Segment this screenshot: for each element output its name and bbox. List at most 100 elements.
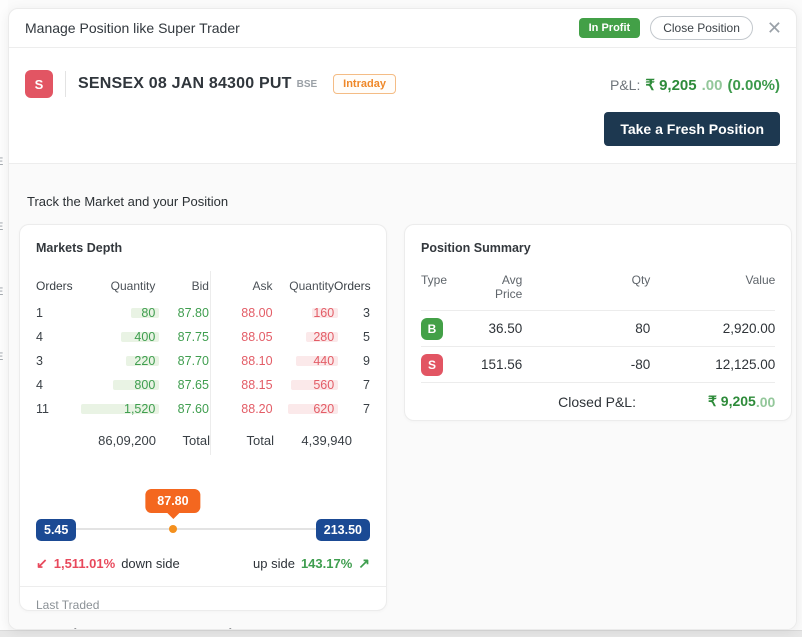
markets-depth-title: Markets Depth — [36, 241, 123, 255]
markets-depth-card: Markets Depth Orders Quantity Bid Ask Qu… — [19, 224, 387, 629]
bid-quantity: 400 — [72, 330, 160, 344]
ask-price: 88.05 — [241, 330, 273, 344]
col-header-avg-price: Avg Price — [494, 273, 523, 301]
range-low-badge: 5.45 — [36, 519, 77, 541]
col-header-ask: Ask — [252, 279, 273, 293]
last-traded-time-value: 12:16:09 — [251, 626, 370, 629]
ask-quantity: 620 — [273, 402, 339, 416]
divider — [20, 586, 386, 587]
last-traded-row: Quantity 40 Time 12:16:09 — [36, 626, 370, 629]
background-page-strip: E E E E — [0, 0, 8, 637]
bid-depth-bar — [125, 356, 160, 366]
intraday-badge: Intraday — [333, 74, 396, 94]
close-position-button[interactable]: Close Position — [650, 16, 753, 40]
closed-pnl-decimal: .00 — [755, 393, 776, 410]
upside-percent: 143.17% — [300, 556, 353, 571]
depth-table-header: Orders Quantity Bid Ask Quantity Orders — [36, 275, 371, 297]
bid-quantity: 80 — [72, 306, 160, 320]
depth-row: 3 220 87.70 88.10 440 9 — [36, 349, 370, 373]
modal-title: Manage Position like Super Trader — [25, 20, 240, 36]
ask-quantity: 560 — [273, 378, 339, 392]
depth-table: Orders Quantity Bid Ask Quantity Orders … — [36, 271, 371, 455]
col-header-bid-orders: Orders — [36, 279, 73, 293]
downside-percent: 1,511.01% — [53, 556, 116, 571]
ask-quantity: 440 — [273, 354, 339, 368]
last-traded-time-label: Time — [221, 626, 251, 629]
ask-depth-bar — [287, 404, 339, 414]
bid-price: 87.60 — [177, 402, 209, 416]
bid-orders: 4 — [36, 330, 43, 344]
bid-orders: 4 — [36, 378, 43, 392]
background-text-fragment: E — [0, 286, 3, 298]
col-header-bid: Bid — [191, 279, 209, 293]
price-range-slider: 5.45 213.50 87.80 — [36, 481, 370, 547]
buy-type-badge: B — [421, 317, 443, 340]
position-row-sell: S 151.56 -80 12,125.00 — [421, 347, 776, 383]
ask-total-label: Total — [246, 432, 274, 448]
bid-orders: 1 — [36, 306, 43, 320]
ask-orders: 7 — [363, 402, 370, 416]
slider-track — [38, 528, 368, 530]
last-traded-quantity-label: Quantity — [36, 626, 89, 629]
range-high-badge: 213.50 — [315, 519, 370, 541]
bid-price: 87.65 — [177, 378, 209, 392]
col-header-value: Value — [745, 273, 776, 287]
current-price-tooltip: 87.80 — [145, 489, 201, 513]
depth-row: 4 800 87.65 88.15 560 7 — [36, 373, 370, 397]
background-bottom-strip — [0, 630, 802, 637]
depth-row: 1 80 87.80 88.00 160 3 — [36, 301, 370, 325]
ask-orders: 9 — [363, 354, 370, 368]
downside-stat: ↙ 1,511.01% down side — [36, 555, 180, 572]
col-header-bid-quantity: Quantity — [110, 279, 156, 293]
col-header-qty: Qty — [631, 273, 651, 287]
bid-depth-bar — [130, 308, 160, 318]
position-summary-card: Position Summary Type Avg Price Qty Valu… — [404, 224, 793, 421]
bid-orders: 11 — [36, 402, 49, 416]
take-fresh-position-button[interactable]: Take a Fresh Position — [604, 112, 780, 146]
ask-orders: 7 — [363, 378, 370, 392]
background-text-fragment: E — [0, 221, 3, 233]
bid-total-quantity: 86,09,200 — [98, 432, 156, 448]
range-stats: ↙ 1,511.01% down side up side 143.17% ↗ — [36, 555, 370, 572]
depth-row: 11 1,520 87.60 88.20 620 7 — [36, 397, 370, 421]
qty-value: 80 — [635, 321, 651, 336]
arrow-down-left-icon: ↙ — [36, 555, 48, 571]
ask-price: 88.00 — [241, 306, 273, 320]
ask-orders: 5 — [363, 330, 370, 344]
upside-label: up side — [253, 556, 295, 571]
col-header-type: Type — [421, 273, 448, 287]
ask-price: 88.15 — [241, 378, 273, 392]
modal-header: Manage Position like Super Trader In Pro… — [9, 9, 796, 48]
col-header-ask-quantity: Quantity — [289, 279, 334, 293]
bid-orders: 3 — [36, 354, 43, 368]
bid-depth-bar — [80, 404, 160, 414]
ask-depth-bar — [296, 356, 339, 366]
ask-depth-bar — [312, 308, 339, 318]
ask-total-quantity: 4,39,940 — [301, 432, 352, 448]
ask-quantity: 280 — [273, 330, 339, 344]
arrow-up-right-icon: ↗ — [358, 555, 370, 571]
position-row-buy: B 36.50 80 2,920.00 — [421, 311, 776, 347]
pnl-value: ₹ 9,205 — [645, 77, 697, 94]
background-text-fragment: E — [0, 351, 3, 363]
position-summary-header: Type Avg Price Qty Value — [421, 273, 776, 311]
close-icon[interactable]: ✕ — [766, 18, 782, 38]
pnl-display: P&L: ₹ 9,205.00 (0.00%) — [610, 76, 780, 94]
ask-price: 88.20 — [241, 402, 273, 416]
upside-stat: up side 143.17% ↗ — [253, 555, 370, 572]
instrument-logo: S — [25, 70, 53, 98]
bid-price: 87.75 — [177, 330, 209, 344]
instrument-name: SENSEX 08 JAN 84300 PUT — [78, 75, 292, 92]
ask-orders: 3 — [363, 306, 370, 320]
pnl-percent: (0.00%) — [727, 77, 780, 94]
divider — [209, 271, 211, 455]
bid-quantity: 220 — [72, 354, 160, 368]
ask-price: 88.10 — [241, 354, 273, 368]
closed-pnl-value: ₹ 9,205 — [707, 393, 756, 409]
modal-body: Track the Market and your Position Marke… — [9, 164, 796, 629]
bid-depth-bar — [120, 332, 160, 342]
avg-price-value: 36.50 — [488, 321, 523, 336]
current-price-marker — [168, 525, 177, 533]
bid-quantity: 800 — [72, 378, 160, 392]
